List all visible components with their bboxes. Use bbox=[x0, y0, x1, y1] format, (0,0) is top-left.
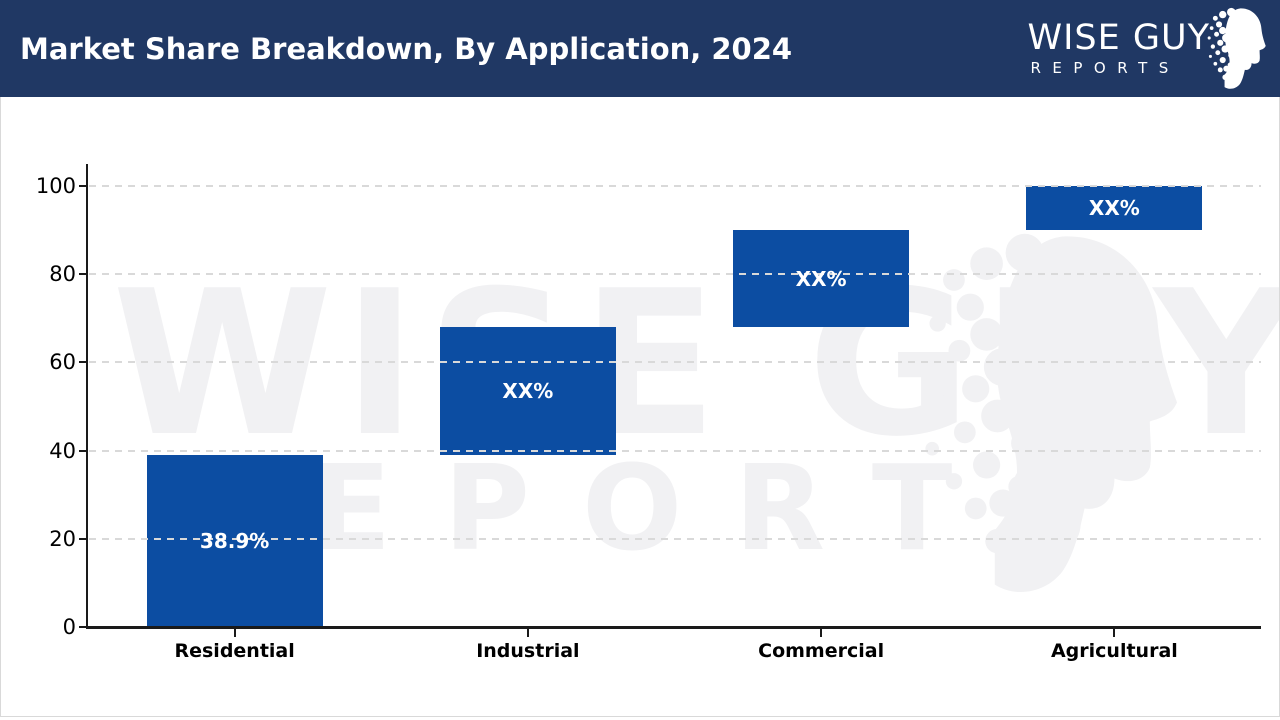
brand-name: WISE GUY bbox=[1027, 17, 1210, 58]
y-tick-mark bbox=[79, 185, 88, 187]
gridline-100 bbox=[89, 185, 1261, 187]
gridline-40 bbox=[89, 449, 1261, 452]
bar-residential bbox=[146, 455, 323, 627]
x-axis-line bbox=[86, 626, 1261, 629]
x-tick-label-residential: Residential bbox=[174, 640, 295, 662]
x-tick-mark bbox=[1113, 629, 1116, 637]
x-tick-label-agricultural: Agricultural bbox=[1050, 640, 1178, 662]
gridline-60 bbox=[89, 361, 1261, 364]
bar-agricultural bbox=[1026, 186, 1203, 231]
y-tick-label: 80 bbox=[49, 262, 76, 287]
x-tick-mark bbox=[233, 629, 236, 637]
brand-head-icon bbox=[1204, 6, 1266, 92]
card-border-left bbox=[0, 97, 1, 717]
bar-value-label: XX% bbox=[502, 379, 554, 404]
bar-value-label: XX% bbox=[795, 266, 847, 291]
y-axis-line bbox=[86, 164, 88, 629]
y-tick-mark bbox=[79, 626, 88, 628]
header: Market Share Breakdown, By Application, … bbox=[0, 0, 1280, 97]
bar-value-label: XX% bbox=[1088, 196, 1140, 221]
y-tick-label: 60 bbox=[49, 350, 76, 375]
gridline-80 bbox=[89, 273, 1261, 276]
y-tick-label: 20 bbox=[49, 526, 76, 551]
y-tick-label: 40 bbox=[49, 438, 76, 463]
chart-title: Market Share Breakdown, By Application, … bbox=[20, 31, 793, 66]
bar-commercial bbox=[733, 230, 910, 328]
brand-logo: WISE GUY REPORTS bbox=[1027, 6, 1266, 92]
bar-value-label: 38.9% bbox=[199, 529, 270, 554]
plot-area: WISE GUY REPORTS 0 20 40 60 80 100 38.9% XX% XX%… bbox=[0, 97, 1280, 720]
card-border-bottom bbox=[0, 716, 1280, 717]
bar-industrial bbox=[439, 327, 616, 456]
y-tick-mark bbox=[79, 273, 88, 276]
y-tick-mark bbox=[79, 449, 88, 452]
y-tick-mark bbox=[79, 361, 88, 364]
y-tick-label: 0 bbox=[62, 615, 76, 639]
x-tick-mark bbox=[820, 629, 823, 637]
brand-text: WISE GUY REPORTS bbox=[1027, 17, 1210, 77]
watermark-head-icon bbox=[905, 223, 1177, 609]
x-tick-label-commercial: Commercial bbox=[758, 640, 885, 662]
gridline-20 bbox=[89, 537, 1261, 540]
x-tick-label-industrial: Industrial bbox=[476, 640, 580, 662]
y-tick-mark bbox=[79, 537, 88, 540]
x-tick-mark bbox=[526, 629, 529, 637]
y-tick-label: 100 bbox=[35, 174, 76, 198]
brand-subtitle: REPORTS bbox=[1030, 58, 1180, 77]
